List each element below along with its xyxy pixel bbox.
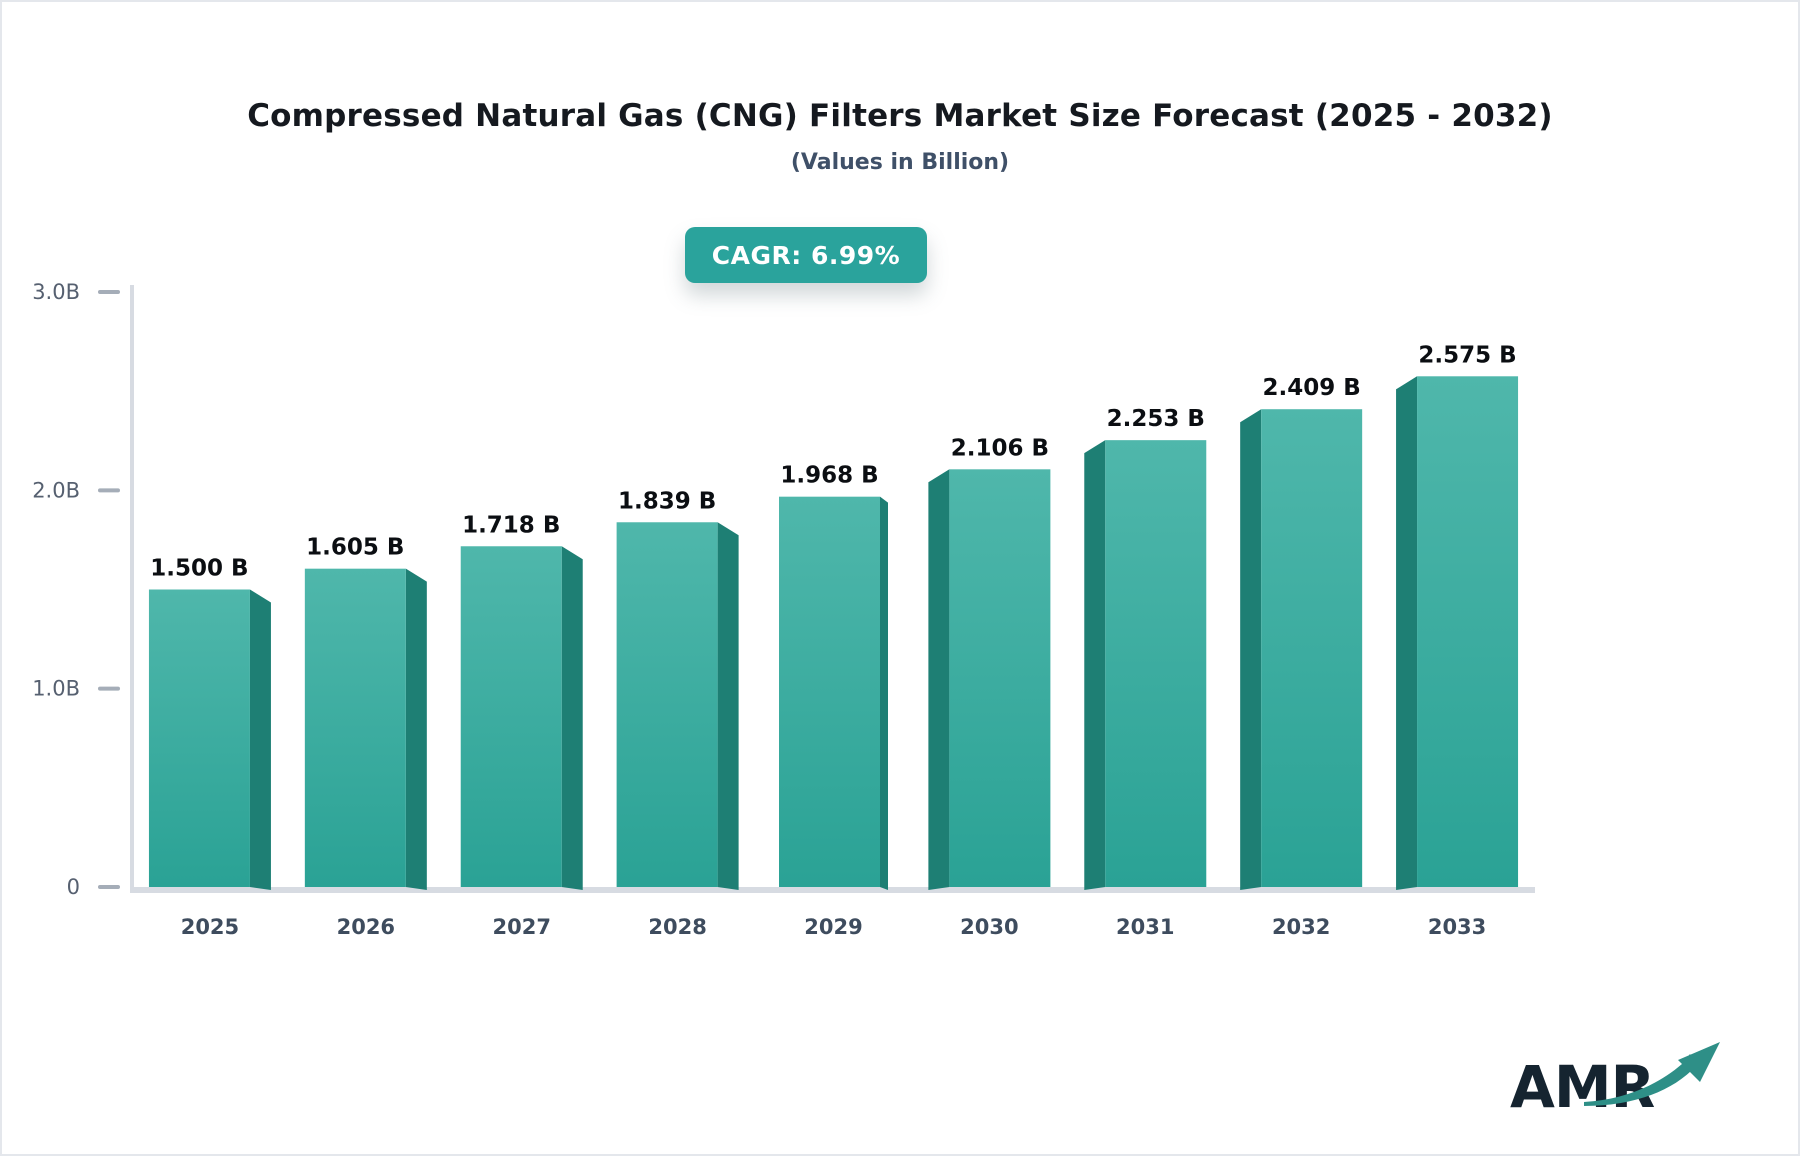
amr-logo: AMR	[1510, 1036, 1750, 1126]
bar-front-face	[949, 469, 1051, 887]
bar-side-face	[561, 546, 583, 890]
bar-side-face	[249, 589, 271, 890]
bar-value-label: 1.968 B	[780, 463, 878, 489]
y-tick-label: 1.0B	[32, 677, 80, 701]
page-subtitle: (Values in Billion)	[790, 150, 1010, 175]
bar-2032[interactable]: 2.409 B 2032	[1240, 375, 1363, 939]
y-tick-mark	[98, 488, 120, 493]
bar-2029[interactable]: 1.968 B 2029	[779, 463, 888, 939]
amr-logo-arrow-icon	[1584, 1042, 1720, 1106]
bar-value-label: 2.106 B	[951, 435, 1049, 461]
bar-2025[interactable]: 1.500 B 2025	[148, 556, 271, 940]
bar-front-face	[460, 546, 562, 887]
bar-value-label: 2.575 B	[1418, 342, 1516, 368]
bar-2031[interactable]: 2.253 B 2031	[1084, 406, 1207, 939]
cagr-badge: CAGR: 6.99%	[685, 227, 927, 283]
bar-side-face	[717, 522, 739, 890]
bar-value-label: 1.839 B	[618, 488, 716, 514]
bar-front-face	[616, 522, 718, 887]
x-tick-label: 2028	[648, 915, 706, 939]
bar-front-face	[1261, 409, 1363, 887]
y-tick-label: 2.0B	[32, 478, 80, 502]
bar-2026[interactable]: 1.605 B 2026	[304, 535, 427, 939]
bar-2030[interactable]: 2.106 B 2030	[928, 435, 1051, 939]
bar-front-face	[148, 589, 250, 887]
x-tick-label: 2025	[181, 915, 239, 939]
bar-value-label: 1.500 B	[150, 556, 248, 582]
bar-value-label: 1.718 B	[462, 512, 560, 538]
bar-side-face	[405, 568, 427, 890]
x-tick-label: 2026	[337, 915, 395, 939]
y-tick-mark	[98, 290, 120, 294]
y-tick-label: 3.0B	[32, 280, 80, 304]
x-axis-line	[130, 887, 1535, 893]
x-tick-label: 2027	[492, 915, 550, 939]
x-tick-label: 2030	[960, 915, 1018, 939]
bar-value-label: 2.253 B	[1107, 406, 1205, 432]
y-tick-mark	[98, 686, 120, 691]
x-tick-label: 2033	[1428, 915, 1486, 939]
y-axis-line	[130, 285, 134, 892]
bar-front-face	[779, 496, 880, 887]
bar-2027[interactable]: 1.718 B 2027	[460, 512, 583, 939]
bar-2028[interactable]: 1.839 B 2028	[616, 488, 739, 939]
y-tick-mark	[98, 885, 120, 889]
bar-front-face	[1105, 440, 1207, 887]
bar-2033[interactable]: 2.575 B 2033	[1396, 342, 1519, 939]
bar-front-face	[1417, 376, 1519, 887]
y-tick-label: 0	[67, 875, 80, 899]
bar-side-face	[1240, 409, 1262, 890]
bar-front-face	[304, 568, 406, 887]
cagr-badge-label: CAGR: 6.99%	[711, 240, 901, 270]
bar-side-face	[880, 496, 888, 890]
page-title: Compressed Natural Gas (CNG) Filters Mar…	[247, 98, 1553, 134]
bar-side-face	[1084, 440, 1106, 890]
bar-side-face	[928, 469, 950, 890]
amr-logo-text: AMR	[1510, 1053, 1655, 1121]
bar-side-face	[1396, 376, 1418, 891]
x-tick-label: 2032	[1272, 915, 1330, 939]
bar-value-label: 1.605 B	[306, 535, 404, 561]
x-tick-label: 2029	[804, 915, 862, 939]
x-tick-label: 2031	[1116, 915, 1174, 939]
bar-value-label: 2.409 B	[1263, 375, 1361, 401]
